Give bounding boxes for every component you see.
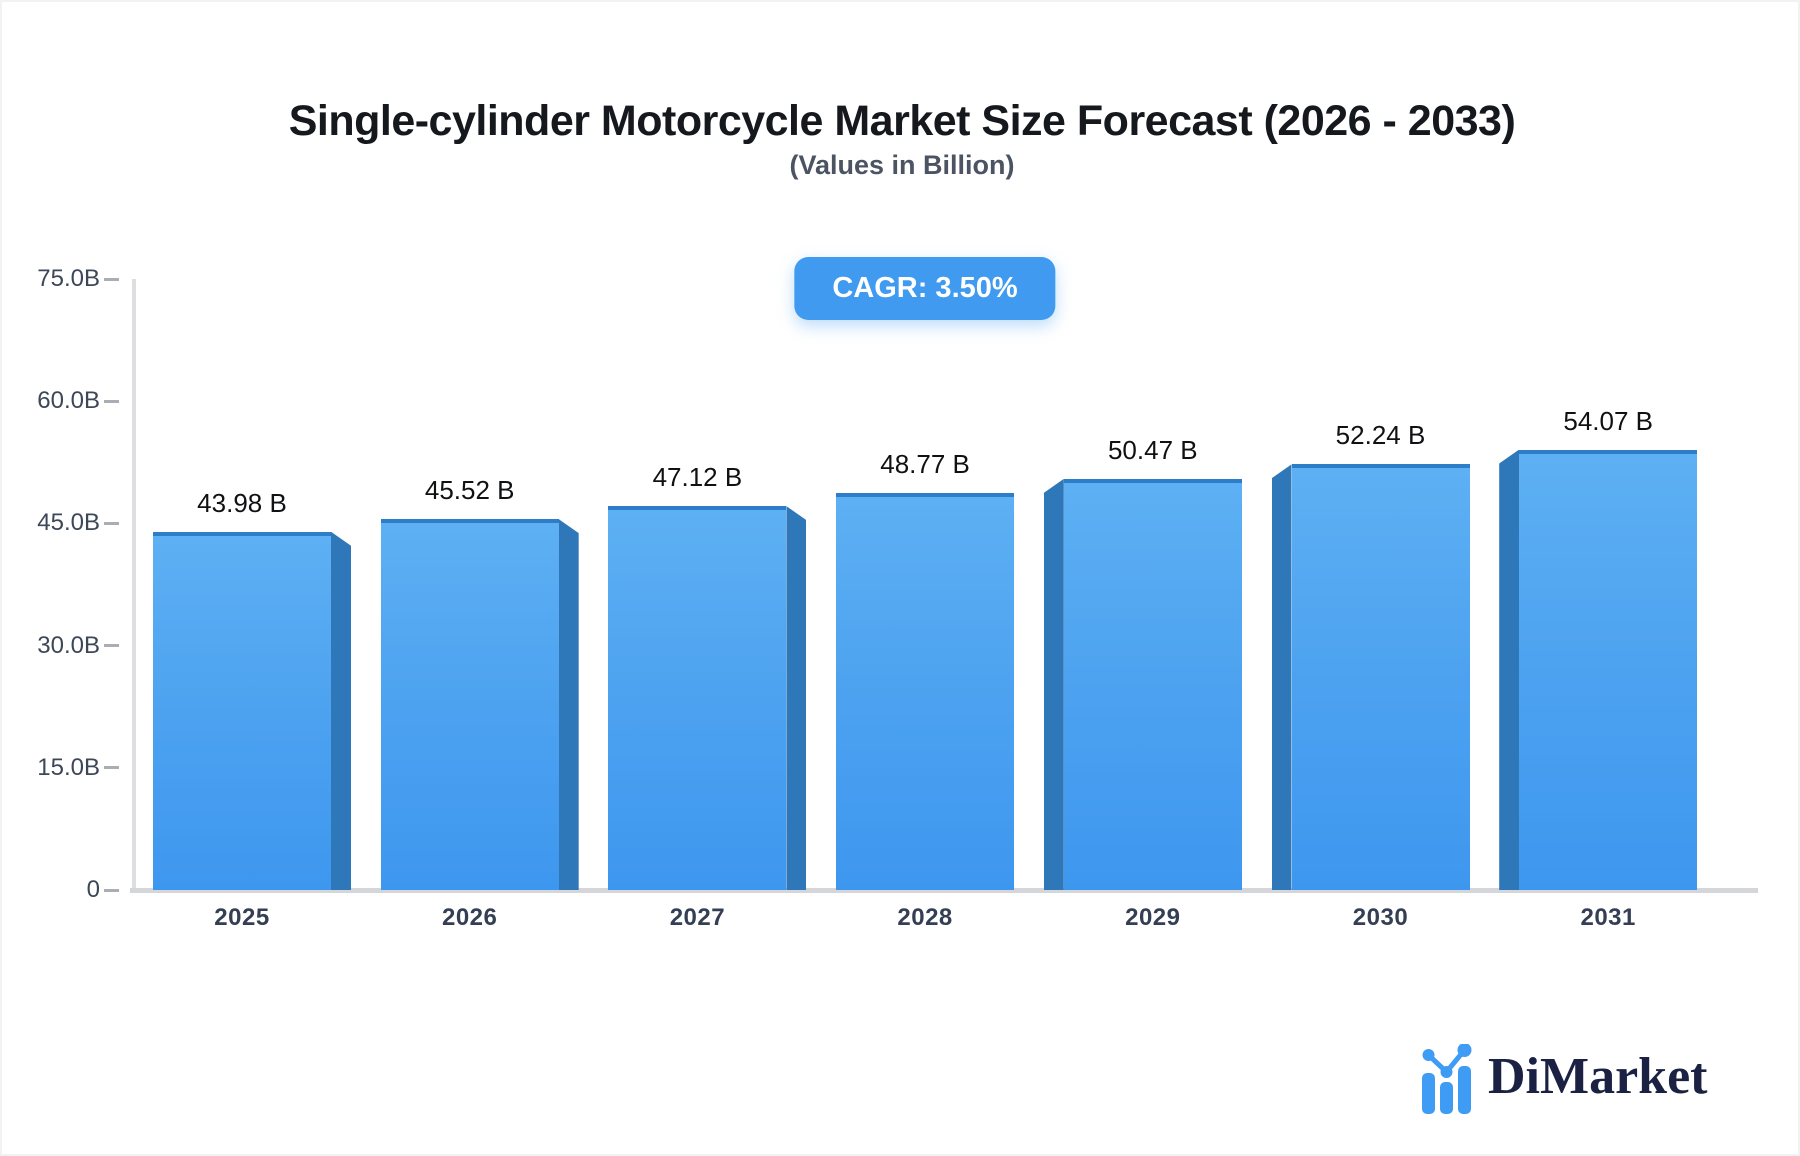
bar-face xyxy=(608,506,787,890)
dimarket-logo: DiMarket xyxy=(1422,1040,1707,1114)
bar-2026 xyxy=(380,519,579,890)
bar-value-label: 47.12 B xyxy=(652,462,743,493)
y-axis-tick xyxy=(104,521,119,525)
x-axis-line xyxy=(130,888,1758,893)
bar-line-chart-icon xyxy=(1422,1044,1472,1114)
bar-side-face xyxy=(786,506,807,890)
y-axis-tick xyxy=(104,888,119,892)
bar-value-label: 52.24 B xyxy=(1335,420,1426,451)
bar-face xyxy=(836,492,1015,890)
y-axis-tick-label: 45.0B xyxy=(37,509,100,537)
bar-2028 xyxy=(836,492,1015,890)
bar-side-face xyxy=(1271,464,1292,890)
x-axis-label: 2031 xyxy=(1580,904,1636,931)
y-axis-tick xyxy=(104,399,119,403)
x-axis-label: 2030 xyxy=(1352,904,1409,931)
bar-side-face xyxy=(558,519,579,890)
x-axis-label: 2026 xyxy=(441,904,498,931)
bar-side-face xyxy=(1499,449,1520,890)
y-axis-tick-label: 30.0B xyxy=(37,631,100,659)
y-axis-line xyxy=(132,279,136,890)
bar-face xyxy=(1063,478,1242,890)
chart-subtitle: (Values in Billion) xyxy=(789,150,1015,180)
y-axis-tick xyxy=(104,766,119,770)
bar-value-label: 50.47 B xyxy=(1107,434,1198,465)
cagr-badge: CAGR: 3.50% xyxy=(794,257,1056,320)
bar-side-face xyxy=(331,531,351,890)
bar-value-label: 48.77 B xyxy=(880,448,970,479)
bar-2030 xyxy=(1271,464,1470,890)
bar-2029 xyxy=(1043,478,1242,890)
x-axis-label: 2029 xyxy=(1125,904,1181,931)
y-axis-tick-label: 0 xyxy=(86,876,100,903)
y-axis-tick-label: 15.0B xyxy=(37,753,100,781)
bar-face xyxy=(1291,464,1470,890)
bar-face xyxy=(1519,449,1698,890)
bar-side-face xyxy=(1043,478,1064,890)
y-axis-tick xyxy=(104,644,119,648)
bar-face xyxy=(153,531,331,890)
y-axis-tick-label: 60.0B xyxy=(37,387,100,415)
logo-text: DiMarket xyxy=(1488,1048,1708,1105)
y-axis-tick xyxy=(104,277,119,281)
chart-title: Single-cylinder Motorcycle Market Size F… xyxy=(288,97,1516,145)
x-axis-label: 2025 xyxy=(214,904,270,931)
bar-value-label: 43.98 B xyxy=(197,487,287,518)
x-axis-label: 2028 xyxy=(897,904,953,931)
x-axis-label: 2027 xyxy=(669,904,726,931)
bar-face xyxy=(380,519,559,890)
bar-value-label: 54.07 B xyxy=(1563,405,1653,436)
bar-2025 xyxy=(153,531,351,890)
bar-2027 xyxy=(608,506,807,890)
bar-value-label: 45.52 B xyxy=(424,475,515,506)
y-axis-tick-label: 75.0B xyxy=(37,265,100,292)
bar-2031 xyxy=(1499,449,1698,890)
